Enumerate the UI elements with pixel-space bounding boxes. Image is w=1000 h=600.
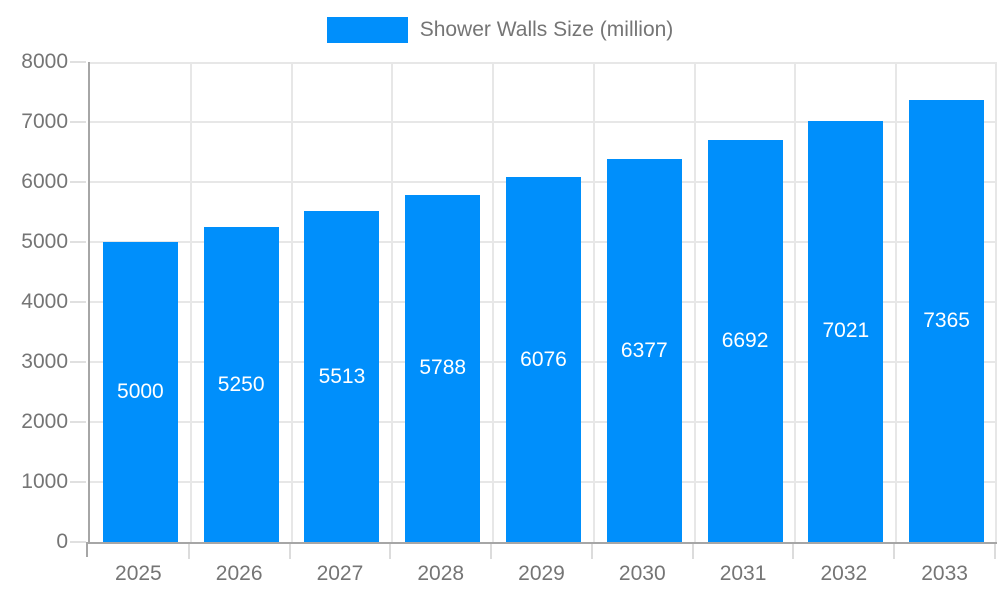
x-axis-tick-label: 2026 <box>215 562 263 585</box>
v-gridline <box>492 62 495 542</box>
x-axis-tick-label: 2027 <box>316 562 364 585</box>
v-gridline <box>290 62 293 542</box>
y-axis-tick-label: 4000 <box>21 290 68 313</box>
x-axis-tick <box>994 544 996 559</box>
bar-value-label: 5788 <box>419 356 467 380</box>
plot-area: 5000 5250 5513 5788 6076 6377 6692 7021 7365 <box>88 62 997 544</box>
v-gridline <box>794 62 797 542</box>
x-axis-tick-label: 2029 <box>518 562 565 585</box>
h-gridline <box>90 121 997 123</box>
bar-value-label: 5250 <box>217 372 265 396</box>
y-axis-tick <box>70 301 86 303</box>
x-axis-tick-label: 2031 <box>719 562 767 585</box>
v-gridline <box>693 62 696 542</box>
bar-2030[interactable]: 6377 <box>606 159 682 542</box>
x-axis-tick <box>288 544 291 559</box>
x-axis-tick <box>893 544 896 559</box>
x-axis-tick <box>389 544 392 559</box>
y-axis-tick-label: 6000 <box>21 170 68 193</box>
v-gridline <box>189 62 192 542</box>
bar-2031[interactable]: 6692 <box>707 140 783 542</box>
y-axis-tick <box>70 181 86 183</box>
y-axis-tick <box>70 121 86 123</box>
bar-value-label: 6076 <box>520 347 567 371</box>
x-axis-tick-label: 2033 <box>921 562 968 585</box>
bar-value-label: 7365 <box>923 309 970 333</box>
bar-value-label: 5513 <box>318 364 366 388</box>
legend[interactable]: Shower Walls Size (million) <box>0 17 1000 43</box>
bar-2026[interactable]: 5250 <box>203 227 279 542</box>
bar-2025[interactable]: 5000 <box>102 242 178 542</box>
y-axis-tick-label: 8000 <box>21 50 68 73</box>
x-axis-tick-label: 2025 <box>115 562 162 585</box>
y-axis-tick-label: 2000 <box>21 410 68 433</box>
y-axis-tick <box>70 541 86 543</box>
v-gridline <box>391 62 394 542</box>
bar-value-label: 7021 <box>822 319 870 343</box>
y-axis-tick-label: 0 <box>56 530 68 553</box>
y-axis-tick-label: 5000 <box>21 230 68 253</box>
y-axis-tick-label: 1000 <box>21 470 68 493</box>
x-axis-tick <box>792 544 795 559</box>
v-gridline <box>995 62 997 542</box>
y-axis-tick-label: 3000 <box>21 350 68 373</box>
y-axis-tick <box>70 241 86 243</box>
x-axis-tick <box>490 544 493 559</box>
bar-2033[interactable]: 7365 <box>909 100 985 542</box>
y-axis-tick <box>70 361 86 363</box>
bar-value-label: 6377 <box>620 338 668 362</box>
legend-swatch-icon <box>326 17 408 43</box>
x-axis-tick <box>691 544 694 559</box>
bar-2032[interactable]: 7021 <box>808 120 884 542</box>
x-axis-tick <box>590 544 593 559</box>
bar-value-label: 5000 <box>117 380 164 403</box>
x-axis-tick-label: 2030 <box>618 562 666 585</box>
x-axis-tick-label: 2032 <box>820 562 868 585</box>
v-gridline <box>895 62 898 542</box>
bar-2027[interactable]: 5513 <box>304 211 380 542</box>
y-axis-line-extension <box>86 542 88 557</box>
bar-2029[interactable]: 6076 <box>506 177 581 542</box>
h-gridline <box>90 62 997 64</box>
x-axis-tick-label: 2028 <box>417 562 465 585</box>
bar-2028[interactable]: 5788 <box>405 194 481 542</box>
y-axis-tick <box>70 481 86 483</box>
y-axis-tick <box>70 61 86 63</box>
y-axis-tick-label: 7000 <box>21 110 68 133</box>
x-axis-tick <box>187 544 190 559</box>
y-axis-tick <box>70 421 86 423</box>
bar-value-label: 6692 <box>721 329 769 353</box>
legend-label: Shower Walls Size (million) <box>419 18 674 41</box>
v-gridline <box>592 62 595 542</box>
